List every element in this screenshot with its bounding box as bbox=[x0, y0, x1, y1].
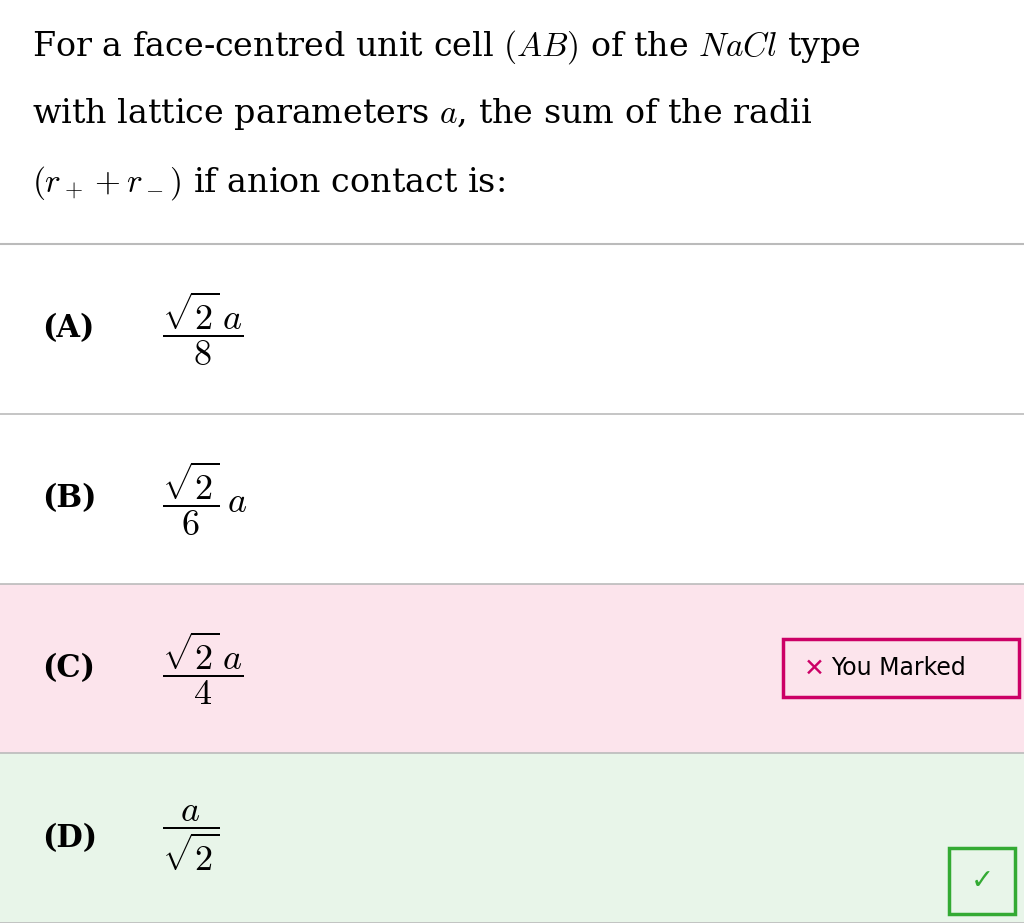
Text: (B): (B) bbox=[42, 483, 96, 514]
Bar bbox=[0, 244, 1024, 414]
Text: $\dfrac{\sqrt{2}\,a}{8}$: $\dfrac{\sqrt{2}\,a}{8}$ bbox=[162, 290, 244, 368]
FancyBboxPatch shape bbox=[783, 640, 1019, 698]
Bar bbox=[0, 414, 1024, 583]
Text: (A): (A) bbox=[42, 314, 94, 344]
Text: You Marked: You Marked bbox=[831, 656, 966, 680]
Bar bbox=[0, 0, 1024, 244]
Bar bbox=[0, 583, 1024, 753]
Text: with lattice parameters $a$, the sum of the radii: with lattice parameters $a$, the sum of … bbox=[32, 96, 812, 132]
Text: ✓: ✓ bbox=[971, 867, 993, 895]
Bar bbox=[0, 753, 1024, 923]
Text: (C): (C) bbox=[42, 653, 95, 684]
Text: For a face-centred unit cell $(AB)$ of the $NaCl$ type: For a face-centred unit cell $(AB)$ of t… bbox=[32, 28, 861, 66]
Text: ✕: ✕ bbox=[804, 656, 825, 680]
Text: $\dfrac{\sqrt{2}}{6}\,a$: $\dfrac{\sqrt{2}}{6}\,a$ bbox=[162, 460, 247, 538]
FancyBboxPatch shape bbox=[949, 848, 1015, 914]
Text: $(r_+ + r_-)$ if anion contact is:: $(r_+ + r_-)$ if anion contact is: bbox=[32, 164, 505, 202]
Text: $\dfrac{\sqrt{2}\,a}{4}$: $\dfrac{\sqrt{2}\,a}{4}$ bbox=[162, 629, 244, 707]
Text: (D): (D) bbox=[42, 822, 97, 854]
Text: $\dfrac{a}{\sqrt{2}}$: $\dfrac{a}{\sqrt{2}}$ bbox=[162, 803, 219, 873]
